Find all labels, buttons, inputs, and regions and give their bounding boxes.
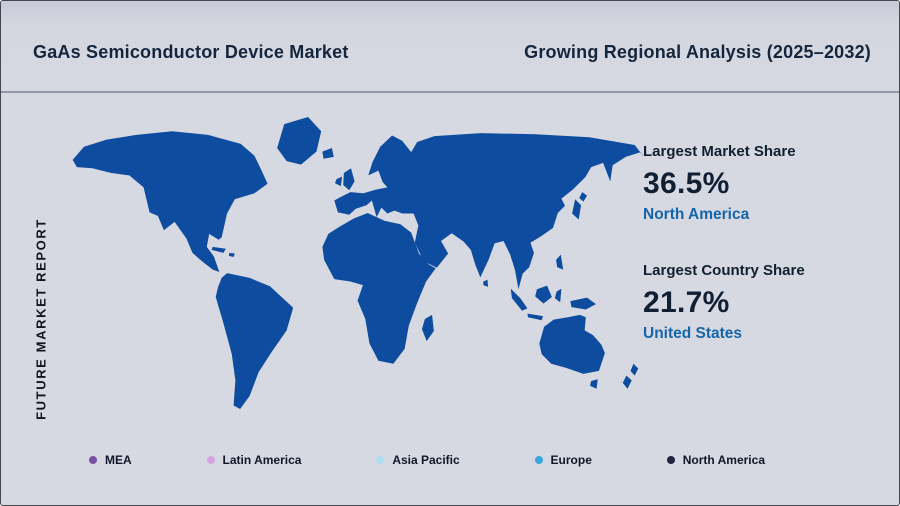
stat-market-share: Largest Market Share 36.5% North America <box>643 143 893 224</box>
stat-label: Largest Country Share <box>643 262 805 279</box>
legend-item-north-america: North America <box>666 453 765 467</box>
continent-africa <box>322 212 436 364</box>
stat-value: 21.7% <box>643 286 730 319</box>
island-sulawesi <box>554 288 562 303</box>
island-new-zealand-north <box>630 363 639 376</box>
island-ireland <box>334 176 343 187</box>
island-greenland <box>277 117 322 165</box>
legend-dot-latin-america <box>206 456 215 464</box>
stat-region: United States <box>643 325 743 342</box>
island-sri-lanka <box>483 279 489 287</box>
map-legend: MEA Latin America Asia Pacific Europe No… <box>89 453 765 467</box>
legend-dot-north-america <box>666 456 675 464</box>
market-title: GaAs Semiconductor Device Market <box>33 41 349 62</box>
island-japan <box>572 199 582 220</box>
island-philippines <box>556 254 564 270</box>
island-hispaniola <box>228 252 235 258</box>
legend-dot-mea <box>89 456 97 464</box>
stats-panel: Largest Market Share 36.5% North America… <box>643 143 893 343</box>
island-great-britain <box>343 168 355 191</box>
legend-label: Europe <box>550 453 592 467</box>
world-map-svg <box>72 117 645 410</box>
continent-australia <box>539 314 605 374</box>
continent-north-america <box>72 131 268 272</box>
brand-vertical-text: FUTURE MARKET REPORT <box>33 218 49 420</box>
legend-label: North America <box>682 453 765 467</box>
stat-value: 36.5% <box>643 167 730 200</box>
legend-dot-europe <box>534 456 543 464</box>
island-new-guinea <box>570 297 596 310</box>
legend-label: MEA <box>105 453 132 467</box>
stat-country-share: Largest Country Share 21.7% United State… <box>643 262 893 343</box>
island-cuba <box>211 246 226 253</box>
continent-south-america <box>215 273 294 410</box>
legend-item-mea: MEA <box>89 453 132 467</box>
island-madagascar <box>421 314 434 342</box>
island-java <box>527 313 543 321</box>
island-tasmania <box>589 379 598 389</box>
stat-region: North America <box>643 206 750 223</box>
island-borneo <box>535 285 552 304</box>
legend-item-asia-pacific: Asia Pacific <box>376 453 460 467</box>
legend-item-europe: Europe <box>534 453 592 467</box>
island-new-zealand-south <box>622 375 632 389</box>
legend-label: Latin America <box>222 453 302 467</box>
island-iceland <box>322 147 334 159</box>
continent-eurasia <box>334 133 645 290</box>
legend-dot-asia-pacific <box>376 456 385 464</box>
island-hokkaido <box>579 192 588 202</box>
header-bar: GaAs Semiconductor Device Market Growing… <box>1 1 899 93</box>
legend-label: Asia Pacific <box>392 453 460 467</box>
analysis-title: Growing Regional Analysis (2025–2032) <box>524 41 871 62</box>
world-map <box>53 97 649 435</box>
stat-label: Largest Market Share <box>643 143 796 160</box>
island-sumatra <box>510 288 528 311</box>
legend-item-latin-america: Latin America <box>206 453 302 467</box>
